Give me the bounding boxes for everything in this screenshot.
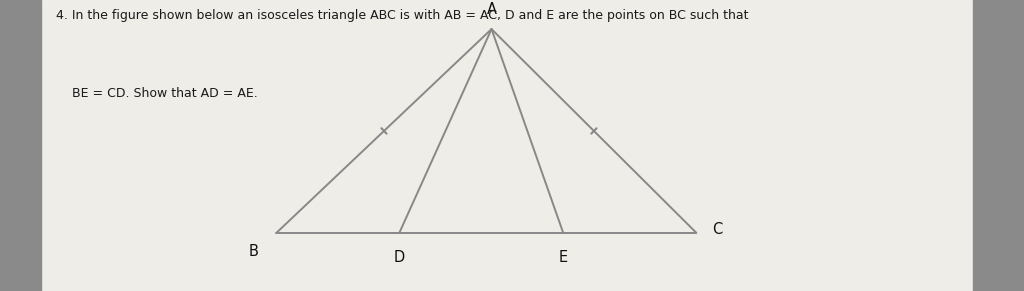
Bar (973, 0, 1024, 291)
Text: A: A (486, 2, 497, 17)
Text: E: E (559, 250, 567, 265)
Bar (0, 0, 41, 291)
Text: 4. In the figure shown below an isosceles triangle ABC is with AB = AC, D and E : 4. In the figure shown below an isoscele… (56, 9, 749, 22)
Text: D: D (394, 250, 404, 265)
Text: BE = CD. Show that AD = AE.: BE = CD. Show that AD = AE. (56, 87, 258, 100)
Text: B: B (248, 244, 258, 260)
Text: C: C (712, 222, 722, 237)
